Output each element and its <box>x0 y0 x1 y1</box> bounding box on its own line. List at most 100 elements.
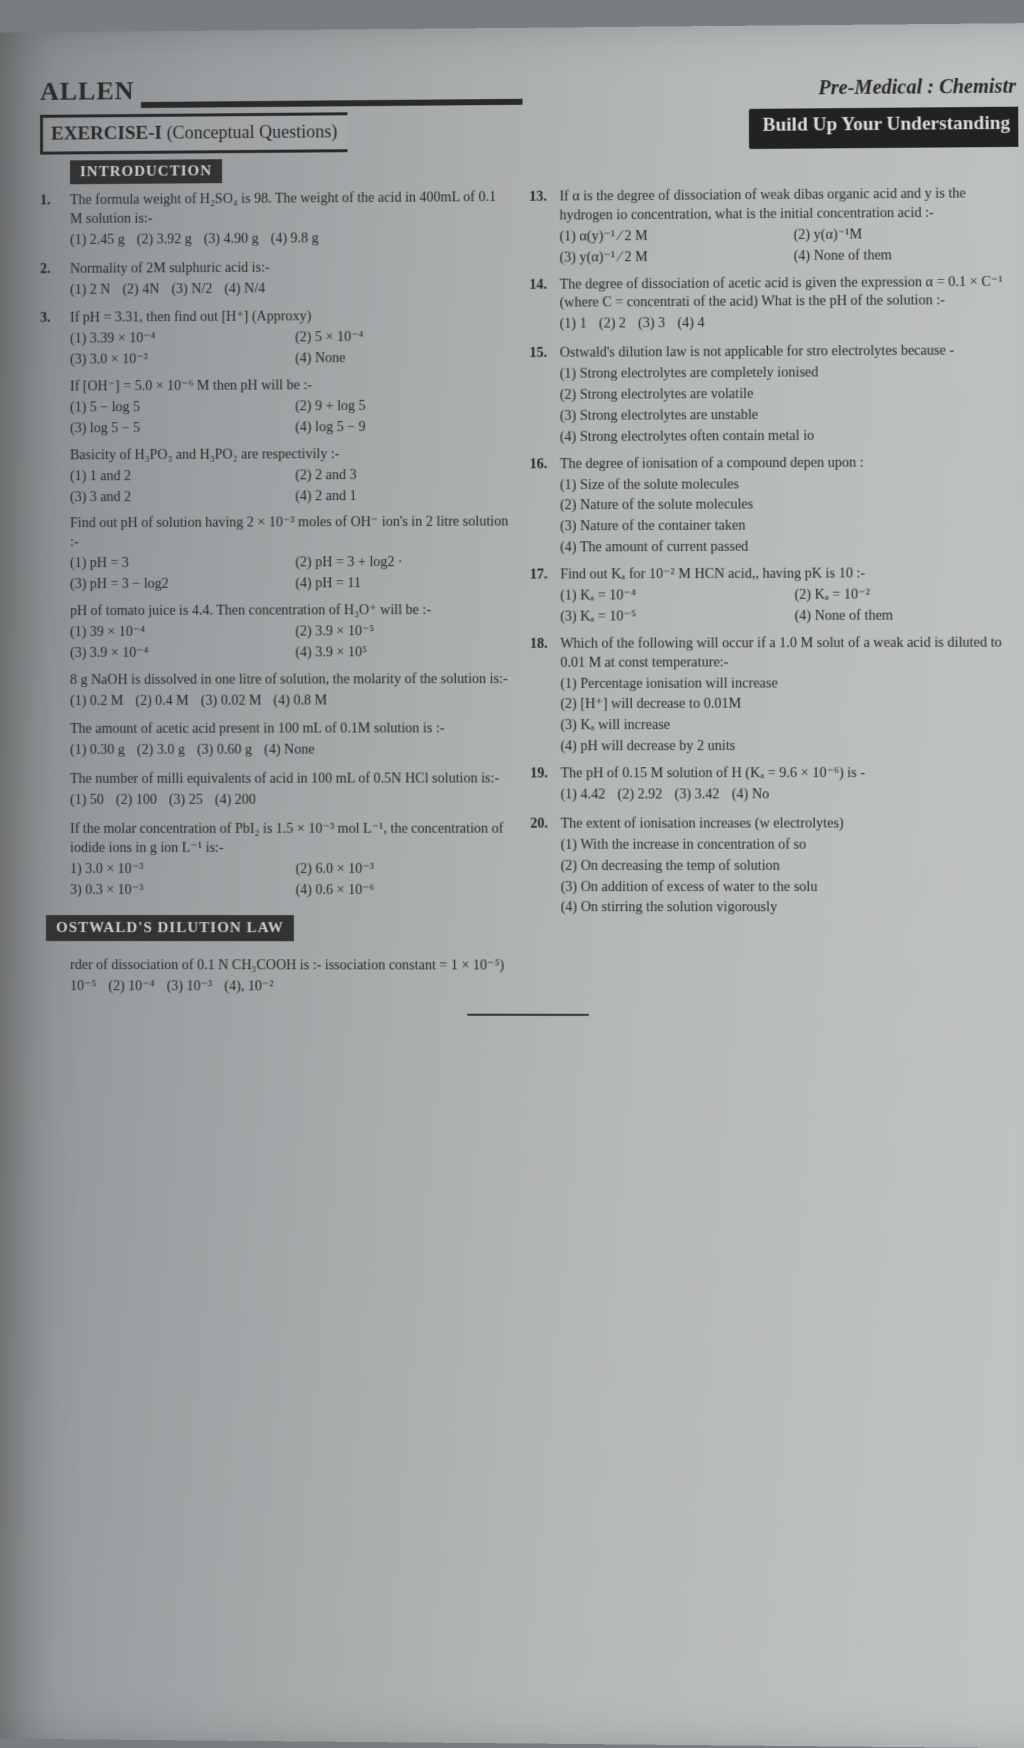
exercise-subtitle: (Conceptual Questions) <box>167 121 338 142</box>
option: (1) 0.30 g <box>70 742 125 761</box>
ostwald-header: OSTWALD'S DILUTION LAW <box>46 915 294 941</box>
q-body: 8 g NaOH is dissolved in one litre of so… <box>70 671 512 714</box>
page-scan: ALLEN Pre-Medical : Chemistr EXERCISE-I … <box>0 23 1024 1748</box>
option: (2) 2 and 3 <box>295 466 511 486</box>
q-number <box>40 721 70 763</box>
option: (3) log 5 − 5 <box>70 419 285 439</box>
option: (1) Percentage ionisation will increase <box>560 674 1020 694</box>
left-column: 1. The formula weight of H₂SO₄ is 98. Th… <box>40 181 512 1003</box>
question-11: If the molar concentration of PbI₂ is 1.… <box>40 821 512 901</box>
option: (4) On stirring the solution vigorously <box>561 900 1021 919</box>
option: (1) 50 <box>70 792 104 811</box>
question-6: Find out pH of solution having 2 × 10⁻³ … <box>40 514 512 595</box>
question-10: The number of milli equivalents of acid … <box>40 771 512 813</box>
option: (2) 0.4 M <box>135 692 188 711</box>
option: (4) 4 <box>677 315 704 334</box>
option: (2) Strong electrolytes are volatile <box>560 384 1020 405</box>
option: (3) 3.42 <box>675 786 720 805</box>
q-number <box>40 821 70 901</box>
option: (2) 3.92 g <box>137 231 192 250</box>
option: (4) log 5 − 9 <box>295 418 511 438</box>
option: (4) pH = 11 <box>295 575 511 595</box>
option: (1) 1 and 2 <box>70 467 285 487</box>
q-options: (1) 39 × 10⁻⁴ (2) 3.9 × 10⁻⁵ (3) 3.9 × 1… <box>70 623 512 664</box>
option: (4) 3.9 × 10⁵ <box>295 644 511 663</box>
option: (2) 2.92 <box>617 786 662 805</box>
option: (2) Nature of the solute molecules <box>560 496 1020 517</box>
bottom-rule <box>467 1013 588 1015</box>
option: (3) 3 <box>638 315 665 334</box>
option: (3) Kₐ will increase <box>560 717 1020 737</box>
q-options: (1) 50 (2) 100 (3) 25 (4) 200 <box>70 792 512 813</box>
q-body: The amount of acetic acid present in 100… <box>70 721 512 764</box>
q-options: (1) With the increase in concentration o… <box>561 836 1022 918</box>
q-options: (1) Percentage ionisation will increase … <box>560 674 1020 757</box>
option: (1) 5 − log 5 <box>70 398 285 418</box>
option: 3) 0.3 × 10⁻³ <box>70 882 285 901</box>
q-number <box>40 603 70 664</box>
question-17: 17. Find out Kₐ for 10⁻² M HCN acid,, ha… <box>530 565 1020 628</box>
option: (3) Strong electrolytes are unstable <box>560 405 1020 426</box>
q-number: 13. <box>529 189 559 269</box>
question-15: 15. Ostwald's dilution law is not applic… <box>529 342 1019 448</box>
q-body: The pH of 0.15 M solution of H (Kₐ = 9.6… <box>560 765 1020 808</box>
q-text: The degree of dissociation of acetic aci… <box>560 273 1019 314</box>
q-options: (1) pH = 3 (2) pH = 3 + log2 · (3) pH = … <box>70 554 512 595</box>
option: (4) No <box>732 786 770 805</box>
q-body: pH of tomato juice is 4.4. Then concentr… <box>70 602 512 664</box>
q-body: If α is the degree of dissociation of we… <box>559 185 1018 268</box>
q-body: If pH = 3.31, then find out [H⁺] (Approx… <box>70 307 511 370</box>
q-text: Find out Kₐ for 10⁻² M HCN acid,, having… <box>560 565 1020 586</box>
columns: 1. The formula weight of H₂SO₄ is 98. Th… <box>40 177 1021 1004</box>
brand-logo: ALLEN <box>40 73 134 109</box>
q-number: 20. <box>530 816 561 919</box>
q-options: (1) 2.45 g (2) 3.92 g (3) 4.90 g (4) 9.8… <box>70 229 511 253</box>
q-text: The amount of acetic acid present in 100… <box>70 721 512 741</box>
q-number: 16. <box>530 456 560 559</box>
q-body: Find out Kₐ for 10⁻² M HCN acid,, having… <box>560 565 1020 627</box>
q-options: (1) 3.39 × 10⁻⁴ (2) 5 × 10⁻⁴ (3) 3.0 × 1… <box>70 328 511 370</box>
question-8: 8 g NaOH is dissolved in one litre of so… <box>40 671 512 714</box>
q-number <box>40 379 70 440</box>
q-number: 3. <box>40 310 70 371</box>
q-body: If [OH⁻] = 5.0 × 10⁻⁶ M then pH will be … <box>70 376 511 439</box>
q-options: 1) 3.0 × 10⁻³ (2) 6.0 × 10⁻³ 3) 0.3 × 10… <box>70 861 512 901</box>
q-text: The formula weight of H₂SO₄ is 98. The w… <box>70 189 511 230</box>
option: (1) 4.42 <box>560 786 605 805</box>
q-number: 18. <box>530 636 561 758</box>
option: (2) [H⁺] will decrease to 0.01M <box>560 696 1020 716</box>
option: (2) 10⁻⁴ <box>108 978 154 997</box>
q-options: (1) 5 − log 5 (2) 9 + log 5 (3) log 5 − … <box>70 397 511 439</box>
q-text: If pH = 3.31, then find out [H⁺] (Approx… <box>70 307 511 329</box>
question-19: 19. The pH of 0.15 M solution of H (Kₐ =… <box>530 765 1021 808</box>
q-text: If [OH⁻] = 5.0 × 10⁻⁶ M then pH will be … <box>70 376 511 397</box>
option: (2) Kₐ = 10⁻² <box>794 586 1019 606</box>
q-number: 2. <box>40 261 70 303</box>
option: (2) 3.0 g <box>137 742 185 761</box>
exercise-label: EXERCISE-I <box>51 123 162 145</box>
q-body: Which of the following will occur if a 1… <box>560 634 1020 757</box>
option: (2) 100 <box>116 792 157 811</box>
question-4: If [OH⁻] = 5.0 × 10⁻⁶ M then pH will be … <box>40 376 511 439</box>
q-options: (1) Kₐ = 10⁻⁴ (2) Kₐ = 10⁻² (3) Kₐ = 10⁻… <box>560 586 1020 627</box>
option: (2) y(α)⁻¹M <box>794 225 1019 246</box>
q-options: (1) 4.42 (2) 2.92 (3) 3.42 (4) No <box>560 786 1020 807</box>
option: (3) 3 and 2 <box>70 488 285 508</box>
q-body: The degree of ionisation of a compound d… <box>560 454 1020 559</box>
q-text: If the molar concentration of PbI₂ is 1.… <box>70 821 512 859</box>
option: (2) 4N <box>122 281 159 300</box>
question-12: rder of dissociation of 0.1 N CH₃COOH is… <box>40 957 512 999</box>
option: (3) pH = 3 − log2 <box>70 576 285 596</box>
option: (4) 2 and 1 <box>295 487 511 507</box>
q-text: The degree of ionisation of a compound d… <box>560 454 1020 475</box>
option: (2) On decreasing the temp of solution <box>561 857 1021 876</box>
q-body: The extent of ionisation increases (w el… <box>560 815 1021 919</box>
q-options: (1) α(y)⁻¹ ⁄ 2 M (2) y(α)⁻¹M (3) y(α)⁻¹ … <box>559 225 1018 268</box>
q-number: 14. <box>529 276 559 337</box>
question-9: The amount of acetic acid present in 100… <box>40 721 512 764</box>
option: (1) pH = 3 <box>70 555 285 575</box>
q-number: 17. <box>530 567 560 628</box>
question-18: 18. Which of the following will occur if… <box>530 634 1021 757</box>
option: (3) 3.9 × 10⁻⁴ <box>70 644 285 663</box>
q-text: Find out pH of solution having 2 × 10⁻³ … <box>70 514 512 553</box>
